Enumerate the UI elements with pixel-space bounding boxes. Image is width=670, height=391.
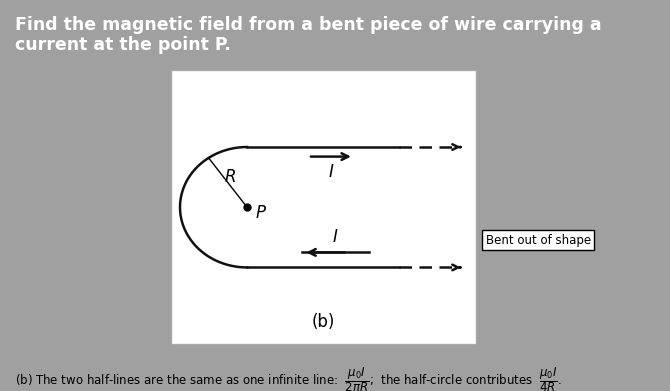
Text: Find the magnetic field from a bent piece of wire carrying a
current at the poin: Find the magnetic field from a bent piec… <box>15 16 602 54</box>
Text: $I$: $I$ <box>332 228 339 246</box>
Text: (b) The two half-lines are the same as one infinite line:  $\dfrac{\mu_0 I}{2\pi: (b) The two half-lines are the same as o… <box>15 366 561 391</box>
Bar <box>171 70 476 344</box>
Text: (b): (b) <box>312 313 335 331</box>
Text: $P$: $P$ <box>255 204 267 222</box>
Text: $I$: $I$ <box>328 163 334 181</box>
Text: $R$: $R$ <box>224 168 237 186</box>
Text: Bent out of shape: Bent out of shape <box>486 233 591 247</box>
